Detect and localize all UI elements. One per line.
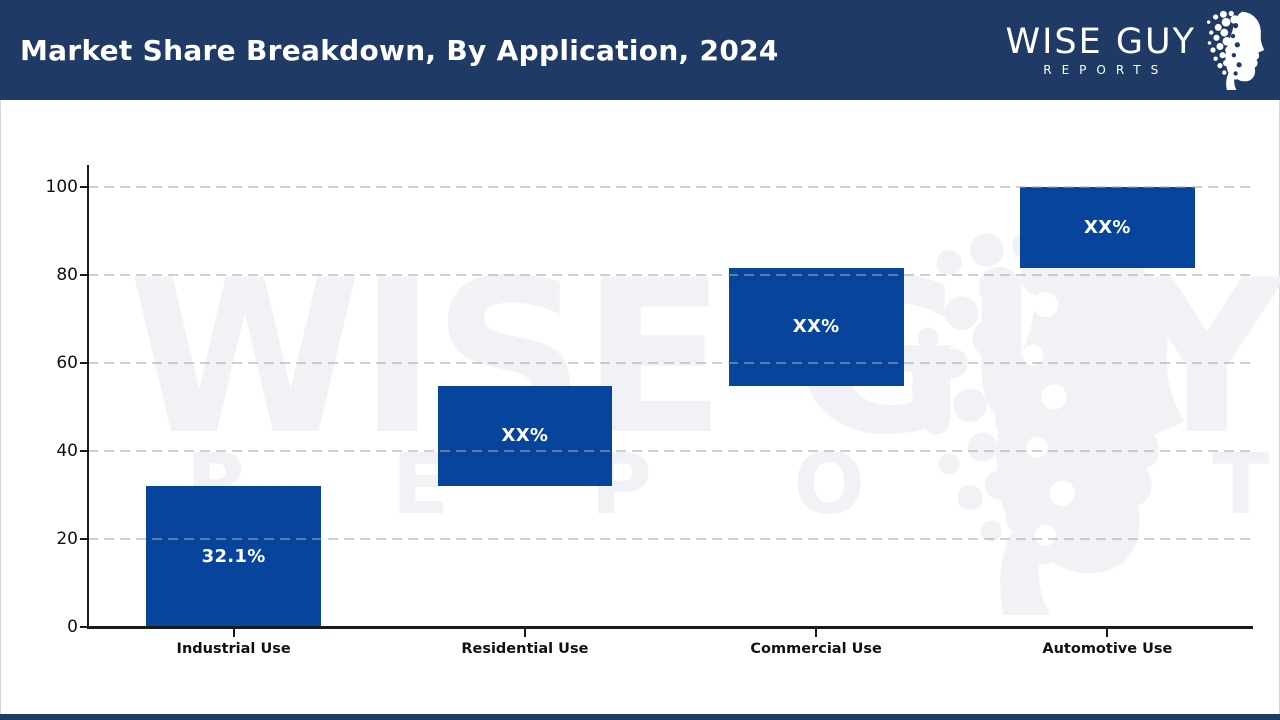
bar-value-label: XX% (792, 316, 840, 338)
bar-value-label: XX% (501, 425, 549, 447)
logo-wordmark-group: WISE GUY REPORTS (1005, 21, 1196, 77)
logo-head-dots-icon (1206, 10, 1265, 90)
y-tick (80, 538, 88, 540)
bar-automotive-use: XX% (1020, 187, 1195, 268)
x-axis-label: Automotive Use (1042, 641, 1173, 657)
x-tick (815, 629, 818, 637)
y-tick (80, 626, 88, 628)
y-tick-label: 20 (56, 529, 78, 549)
bar-commercial-use: XX% (728, 267, 904, 386)
header-bar: Market Share Breakdown, By Application, … (0, 0, 1280, 100)
bar-value-label: XX% (1084, 216, 1131, 238)
footer-accent-strip (0, 714, 1280, 720)
x-axis-line (87, 626, 1253, 629)
head-watermark-icon (907, 233, 1184, 615)
bar-residential-use: XX% (437, 385, 613, 486)
gridline (88, 274, 1253, 276)
gridline (88, 450, 1253, 452)
logo-wordmark: WISE GUY (1005, 21, 1196, 62)
gridline (88, 362, 1253, 364)
gridline (88, 186, 1253, 188)
y-tick (80, 274, 88, 276)
y-tick (80, 450, 88, 452)
y-tick (80, 362, 88, 364)
y-tick-label: 60 (56, 353, 78, 373)
y-tick-label: 100 (45, 177, 78, 197)
y-tick (80, 186, 88, 188)
y-tick-label: 80 (56, 265, 78, 285)
page-title: Market Share Breakdown, By Application, … (20, 33, 779, 67)
x-axis-label: Residential Use (461, 641, 589, 657)
x-tick (1106, 629, 1109, 637)
bar-industrial-use: 32.1% (146, 485, 321, 627)
x-axis-label: Industrial Use (176, 641, 291, 657)
brand-logo: WISE GUY REPORTS (1005, 10, 1266, 90)
x-axis-label: Commercial Use (750, 641, 882, 657)
bar-value-label: 32.1% (201, 545, 266, 567)
x-tick (232, 629, 235, 637)
y-tick-label: 40 (56, 441, 78, 461)
x-tick (523, 629, 526, 637)
y-axis-line (87, 165, 89, 629)
gridline (88, 538, 1253, 540)
logo-subtext: REPORTS (1043, 62, 1169, 77)
y-tick-label: 0 (67, 617, 78, 637)
